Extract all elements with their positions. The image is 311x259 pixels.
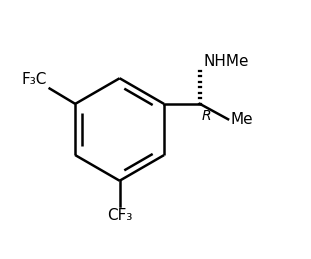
Text: Me: Me: [231, 112, 253, 127]
Text: F₃C: F₃C: [22, 72, 47, 87]
Text: CF₃: CF₃: [107, 208, 132, 223]
Text: NHMe: NHMe: [204, 54, 249, 69]
Text: R: R: [201, 109, 211, 123]
